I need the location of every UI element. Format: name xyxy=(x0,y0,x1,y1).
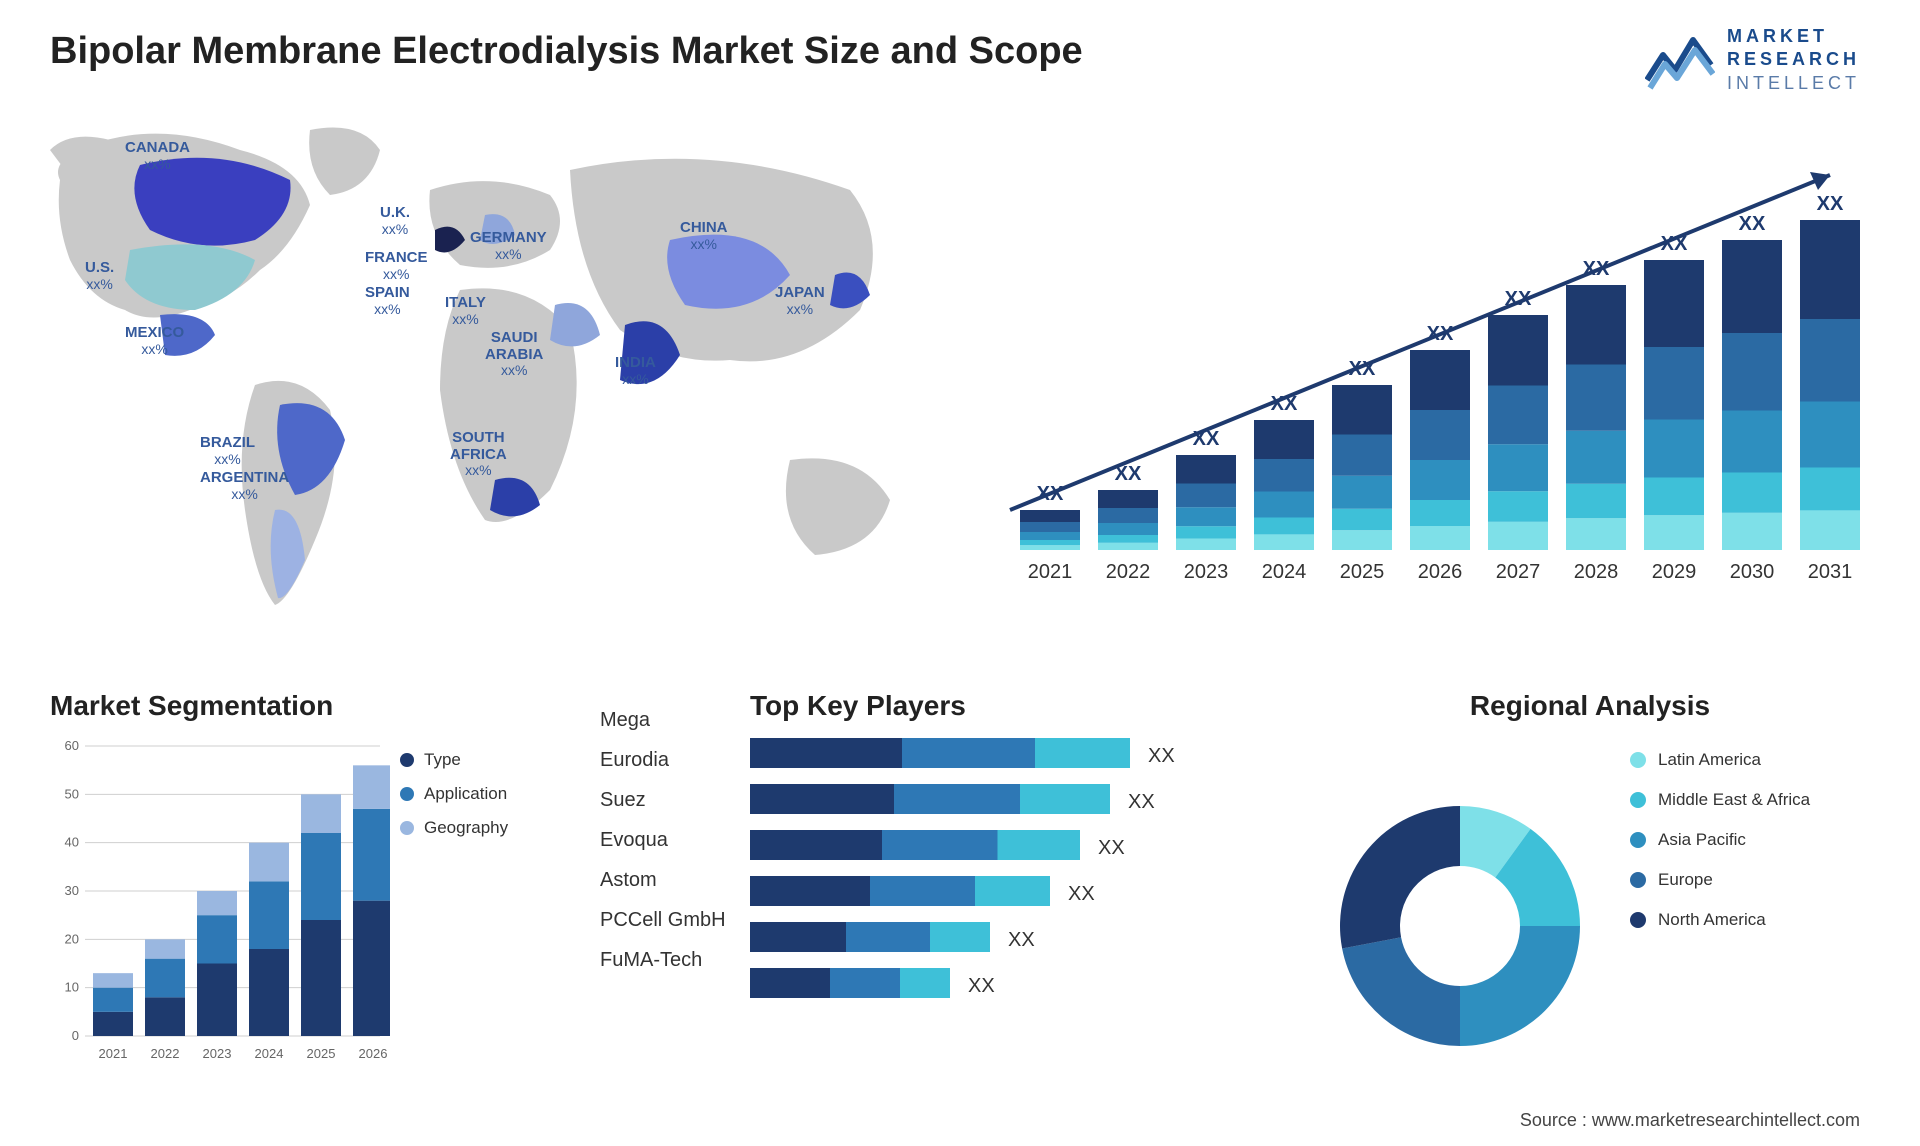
forecast-bar-chart: XX2021XX2022XX2023XX2024XX2025XX2026XX20… xyxy=(990,130,1860,610)
segmentation-legend: Type Application Geography xyxy=(400,750,508,852)
player-name: Mega xyxy=(600,700,726,740)
svg-text:2025: 2025 xyxy=(1340,561,1385,583)
segmentation-chart: 0 10 20 30 40 50 60 2021 2022 2023 2024 2025 2026 xyxy=(50,736,390,1066)
logo-line2: RESEARCH xyxy=(1727,48,1860,71)
players-chart: XX XX XX XX XX XX xyxy=(750,720,1230,1080)
svg-text:XX: XX xyxy=(1148,745,1175,767)
svg-text:2025: 2025 xyxy=(307,1046,336,1061)
player-name: Evoqua xyxy=(600,820,726,860)
svg-text:XX: XX xyxy=(1068,883,1095,905)
regional-donut xyxy=(1300,736,1620,1076)
player-name: PCCell GmbH xyxy=(600,900,726,940)
source-text: Source : www.marketresearchintellect.com xyxy=(1520,1110,1860,1131)
svg-text:2029: 2029 xyxy=(1652,561,1697,583)
map-label-france: FRANCExx% xyxy=(365,250,428,282)
regional-legend-item: Latin America xyxy=(1630,750,1810,770)
svg-text:2021: 2021 xyxy=(1028,561,1073,583)
svg-text:2023: 2023 xyxy=(203,1046,232,1061)
svg-text:40: 40 xyxy=(65,835,79,850)
player-name: FuMA-Tech xyxy=(600,940,726,980)
map-label-uk: U.K.xx% xyxy=(380,205,410,237)
player-name: Astom xyxy=(600,860,726,900)
seg-legend-item: Geography xyxy=(400,818,508,838)
map-label-spain: SPAINxx% xyxy=(365,285,410,317)
svg-text:XX: XX xyxy=(1008,929,1035,951)
svg-text:0: 0 xyxy=(72,1028,79,1043)
forecast-bar-svg: XX2021XX2022XX2023XX2024XX2025XX2026XX20… xyxy=(990,130,1860,610)
regional-title: Regional Analysis xyxy=(1300,690,1880,722)
regional-legend-item: Asia Pacific xyxy=(1630,830,1810,850)
svg-text:XX: XX xyxy=(1739,213,1766,235)
regional-legend-item: Middle East & Africa xyxy=(1630,790,1810,810)
map-label-brazil: BRAZILxx% xyxy=(200,435,255,467)
map-label-us: U.S.xx% xyxy=(85,260,114,292)
svg-text:2021: 2021 xyxy=(99,1046,128,1061)
svg-text:20: 20 xyxy=(65,931,79,946)
svg-text:2022: 2022 xyxy=(1106,561,1151,583)
players-panel: Top Key Players MegaEurodiaSuezEvoquaAst… xyxy=(600,690,1240,1090)
brand-logo: MARKET RESEARCH INTELLECT xyxy=(1645,25,1860,95)
map-label-china: CHINAxx% xyxy=(680,220,728,252)
map-label-india: INDIAxx% xyxy=(615,355,656,387)
svg-text:50: 50 xyxy=(65,786,79,801)
svg-text:XX: XX xyxy=(1098,837,1125,859)
regional-legend-item: North America xyxy=(1630,910,1810,930)
page-title: Bipolar Membrane Electrodialysis Market … xyxy=(50,30,1083,73)
map-label-safrica: SOUTHAFRICAxx% xyxy=(450,430,507,478)
map-label-mexico: MEXICOxx% xyxy=(125,325,184,357)
map-label-germany: GERMANYxx% xyxy=(470,230,547,262)
svg-text:60: 60 xyxy=(65,738,79,753)
svg-text:XX: XX xyxy=(1128,791,1155,813)
map-label-saudi: SAUDIARABIAxx% xyxy=(485,330,543,378)
svg-text:2026: 2026 xyxy=(359,1046,388,1061)
svg-text:2023: 2023 xyxy=(1184,561,1229,583)
svg-text:2024: 2024 xyxy=(255,1046,284,1061)
logo-line3: INTELLECT xyxy=(1727,72,1860,95)
world-map: CANADAxx% U.S.xx% MEXICOxx% BRAZILxx%ARGENT… xyxy=(30,110,930,650)
svg-text:2024: 2024 xyxy=(1262,561,1307,583)
svg-text:2022: 2022 xyxy=(151,1046,180,1061)
svg-text:2031: 2031 xyxy=(1808,561,1853,583)
player-name: Suez xyxy=(600,780,726,820)
svg-text:2027: 2027 xyxy=(1496,561,1541,583)
world-map-svg xyxy=(30,110,930,650)
logo-line1: MARKET xyxy=(1727,25,1860,48)
seg-legend-item: Application xyxy=(400,784,508,804)
players-list: MegaEurodiaSuezEvoquaAstomPCCell GmbHFuM… xyxy=(600,700,726,980)
svg-text:XX: XX xyxy=(968,975,995,997)
segmentation-panel: Market Segmentation 0 10 20 30 40 50 60 2021 202… xyxy=(50,690,570,1090)
regional-legend-item: Europe xyxy=(1630,870,1810,890)
svg-text:30: 30 xyxy=(65,883,79,898)
svg-text:2028: 2028 xyxy=(1574,561,1619,583)
map-label-argentina: ARGENTINAxx% xyxy=(200,470,289,502)
map-label-italy: ITALYxx% xyxy=(445,295,486,327)
svg-text:XX: XX xyxy=(1817,193,1844,215)
regional-legend: Latin America Middle East & Africa Asia Pa… xyxy=(1630,750,1810,950)
map-label-canada: CANADAxx% xyxy=(125,140,190,172)
seg-legend-item: Type xyxy=(400,750,508,770)
svg-text:10: 10 xyxy=(65,980,79,995)
player-name: Eurodia xyxy=(600,740,726,780)
logo-glyph-icon xyxy=(1645,30,1715,90)
svg-text:2030: 2030 xyxy=(1730,561,1775,583)
map-label-japan: JAPANxx% xyxy=(775,285,825,317)
segmentation-title: Market Segmentation xyxy=(50,690,570,722)
regional-panel: Regional Analysis Latin America Middle Ea… xyxy=(1300,690,1880,1090)
players-title: Top Key Players xyxy=(750,690,966,722)
svg-text:2026: 2026 xyxy=(1418,561,1463,583)
